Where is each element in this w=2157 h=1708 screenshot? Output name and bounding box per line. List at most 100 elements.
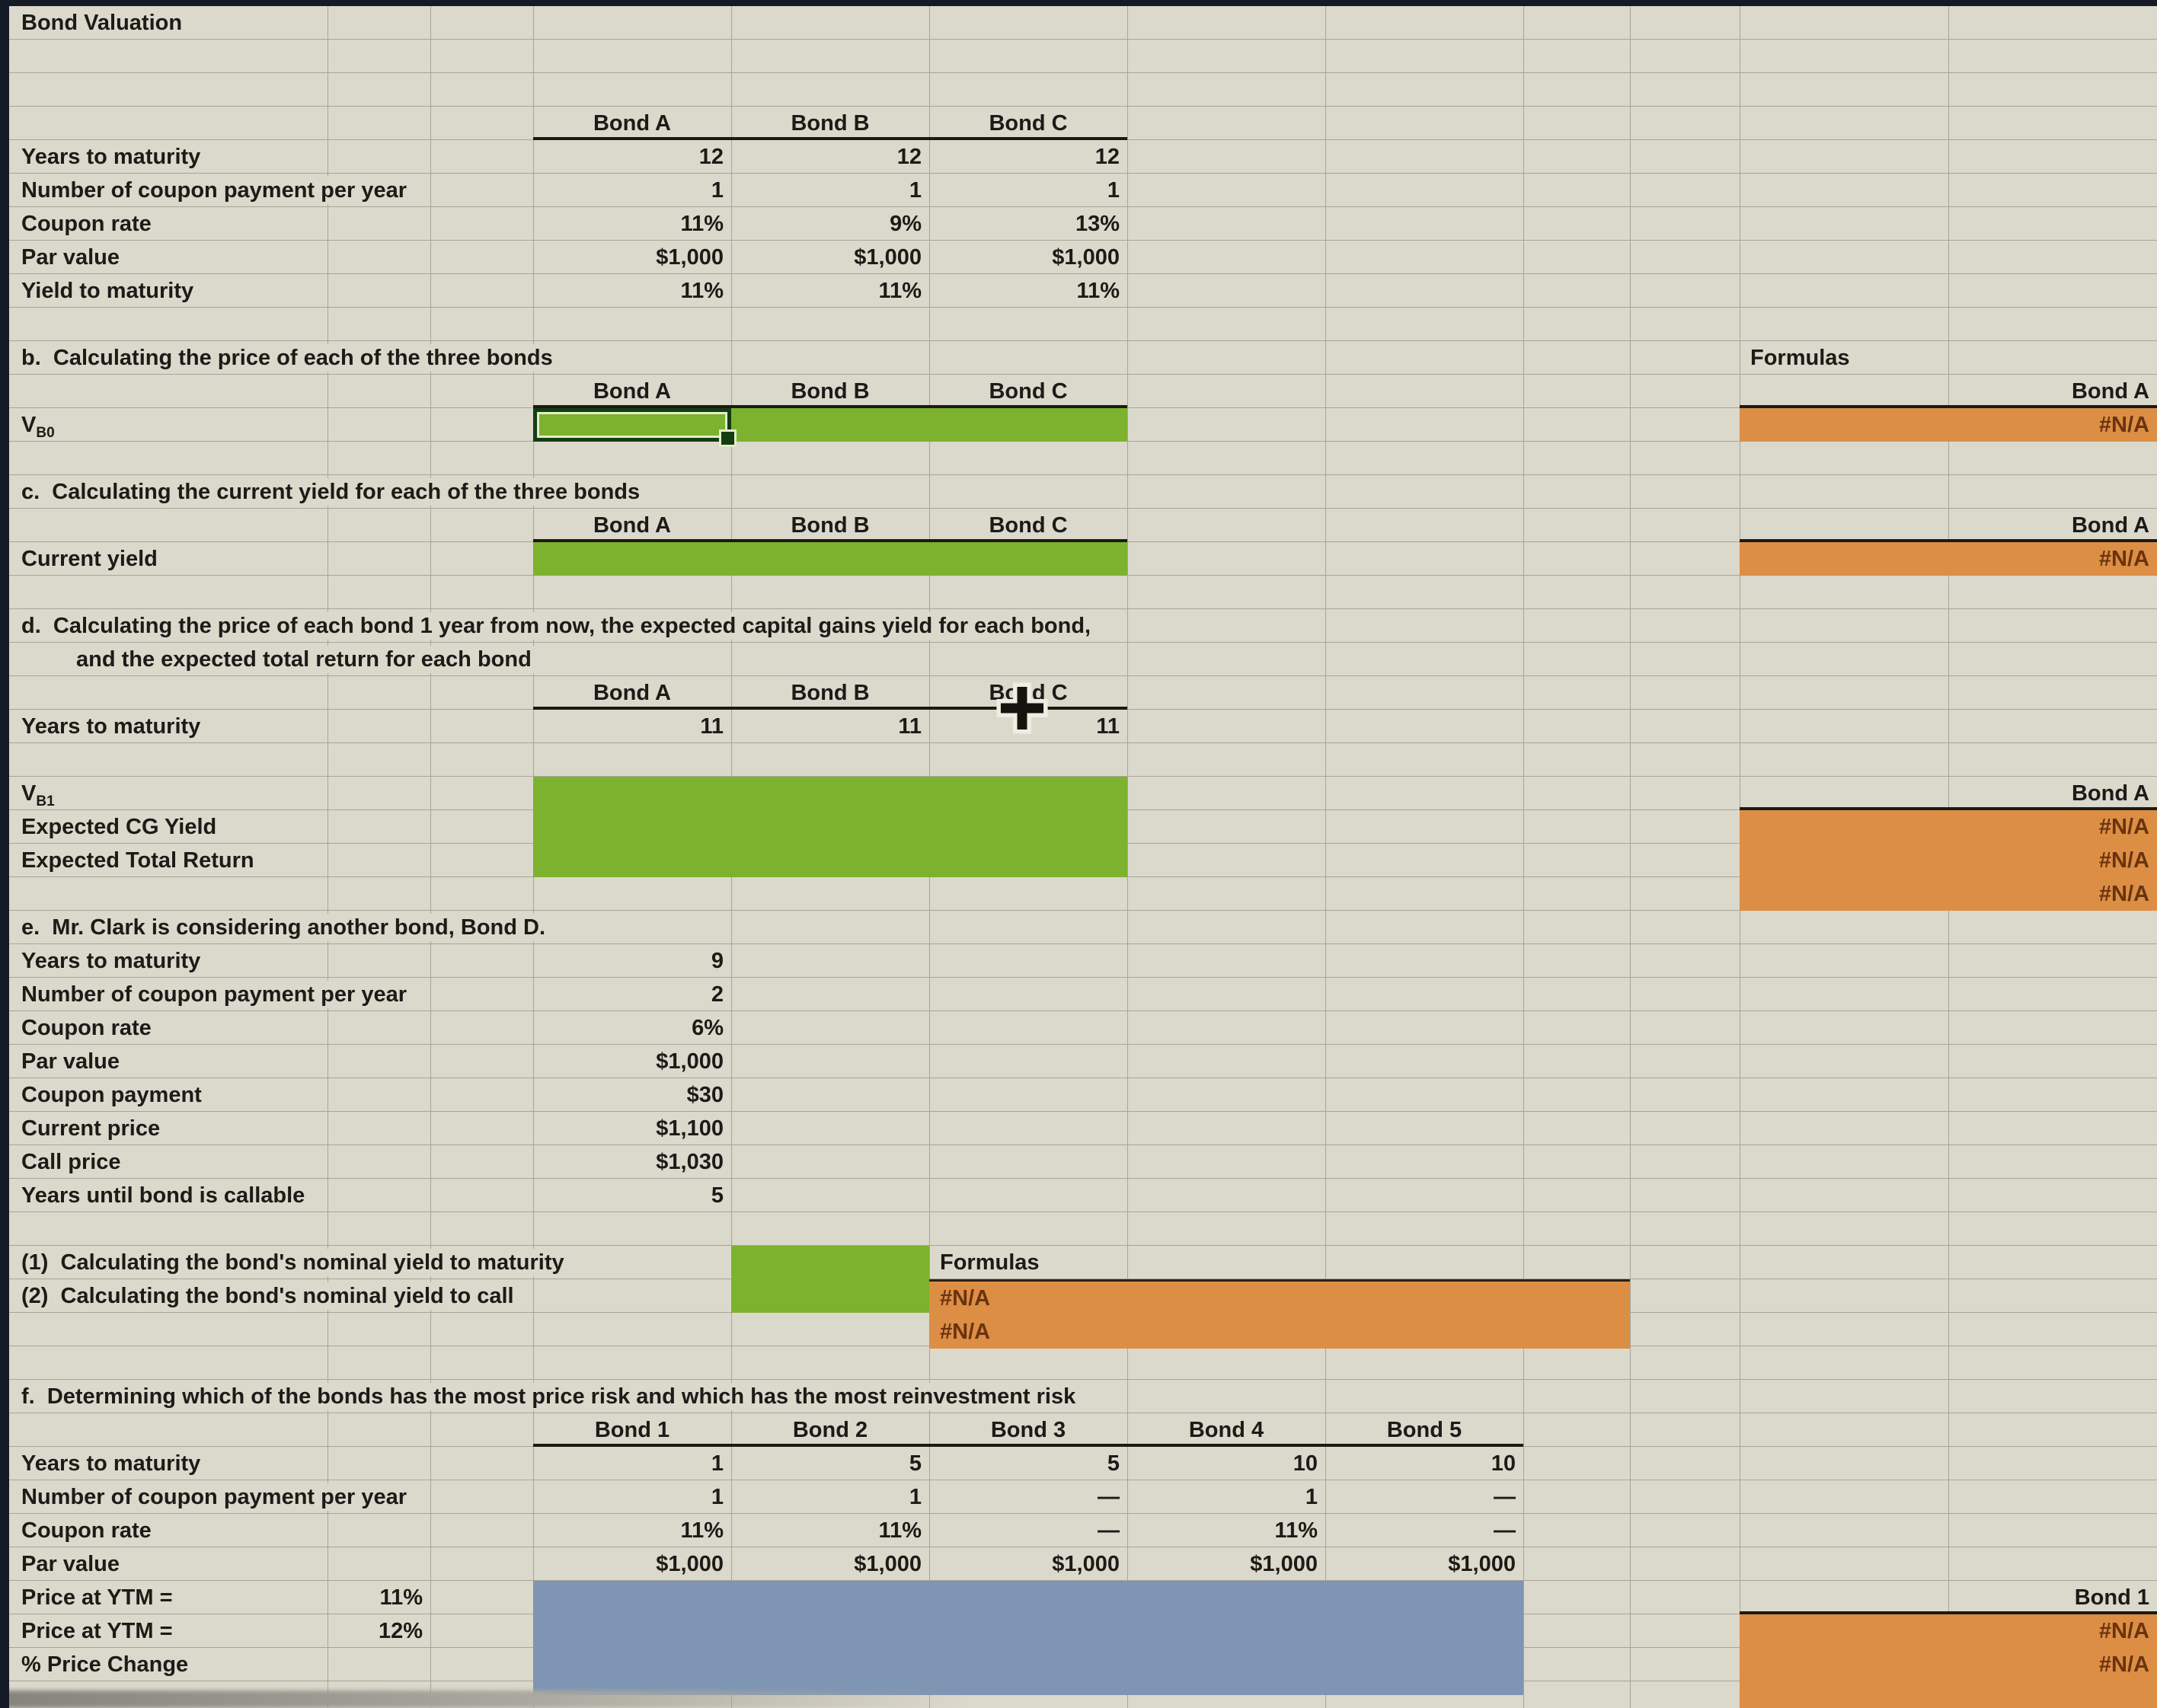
data-cell[interactable]: 1 — [711, 178, 724, 203]
data-cell[interactable]: 11 — [1096, 714, 1120, 739]
data-cell[interactable]: 1 — [909, 178, 922, 203]
data-cell[interactable]: $1,000 — [1448, 1552, 1516, 1576]
section-title-d-line1: d. Calculating the price of each bond 1 … — [9, 609, 1104, 643]
data-cell[interactable]: 11% — [1274, 1518, 1318, 1543]
data-cell[interactable]: $1,100 — [656, 1116, 724, 1141]
row-label: Expected CG Yield — [9, 810, 328, 844]
data-cell[interactable]: 1 — [711, 1451, 724, 1476]
section-title-e2: (2) Calculating the bond's nominal yield… — [9, 1279, 526, 1313]
data-cell[interactable]: 10 — [1293, 1451, 1318, 1476]
data-cell[interactable]: 12 — [1094, 145, 1120, 169]
data-cell[interactable]: 11% — [680, 279, 724, 303]
data-cell[interactable]: 11% — [1076, 279, 1120, 303]
data-cell[interactable]: 2 — [711, 982, 724, 1007]
section-title-c: c. Calculating the current yield for eac… — [9, 475, 653, 509]
header-underline — [533, 539, 1127, 542]
formula-result-cell-orange[interactable]: #N/A #N/A #N/A — [1740, 810, 2157, 911]
data-cell[interactable]: 11 — [898, 714, 922, 739]
data-cell[interactable]: $1,000 — [1250, 1552, 1318, 1576]
row-label: Current yield — [9, 542, 328, 576]
data-cell[interactable]: 1 — [1107, 178, 1120, 203]
formula-result-cell-orange[interactable]: #N/A #N/A — [929, 1279, 1630, 1349]
data-cell[interactable]: 12 — [698, 145, 724, 169]
row-label: Par value — [9, 241, 328, 274]
header-underline — [1740, 539, 2157, 542]
na-value: #N/A — [2098, 815, 2149, 839]
column-header: Bond B — [791, 379, 870, 404]
row-label: Coupon payment — [9, 1078, 328, 1112]
formula-result-cell-orange[interactable]: #N/A #N/A — [1740, 1614, 2157, 1708]
column-header: Bond 3 — [990, 1418, 1066, 1442]
data-cell[interactable]: $1,000 — [1052, 245, 1120, 270]
data-cell[interactable]: 12 — [896, 145, 922, 169]
data-cell[interactable]: $1,000 — [1052, 1552, 1120, 1576]
data-cell[interactable]: 5 — [711, 1183, 724, 1208]
highlight-cell-green[interactable] — [731, 1246, 929, 1313]
data-cell[interactable]: $30 — [686, 1083, 724, 1107]
data-cell[interactable]: 11% — [878, 1518, 922, 1543]
na-value: #N/A — [2098, 882, 2149, 906]
data-cell[interactable]: 11% — [379, 1585, 423, 1610]
header-underline — [533, 707, 1127, 710]
column-header: Bond B — [791, 111, 870, 136]
column-header: Bond A — [2071, 513, 2149, 538]
data-cell[interactable]: 13% — [1075, 212, 1120, 236]
formula-result-cell-orange[interactable]: #N/A — [1740, 542, 2157, 576]
data-cell[interactable]: — — [1098, 1485, 1120, 1509]
gridline-vertical — [1523, 6, 1524, 1708]
section-title-b: b. Calculating the price of each of the … — [9, 341, 565, 375]
formula-result-cell-orange[interactable]: #N/A — [1740, 408, 2157, 442]
data-cell[interactable]: 1 — [711, 1485, 724, 1509]
na-value: #N/A — [940, 1286, 991, 1311]
column-header: Bond 4 — [1188, 1418, 1264, 1442]
column-header: Bond A — [593, 681, 671, 705]
highlight-cell-blue[interactable] — [533, 1581, 1523, 1695]
data-cell[interactable]: $1,000 — [854, 1552, 922, 1576]
column-header: Bond C — [989, 513, 1068, 538]
row-label: Coupon rate — [9, 207, 328, 241]
section-title-d-line2: and the expected total return for each b… — [9, 643, 544, 676]
row-label: Price at YTM = — [9, 1581, 328, 1614]
data-cell[interactable]: 11 — [700, 714, 724, 739]
row-label: Par value — [9, 1547, 328, 1581]
data-cell[interactable]: 12% — [378, 1619, 423, 1643]
section-title-f: f. Determining which of the bonds has th… — [9, 1380, 1088, 1413]
data-cell[interactable]: $1,000 — [656, 245, 724, 270]
header-underline — [1740, 405, 2157, 408]
row-label: Yield to maturity — [9, 274, 328, 308]
header-underline — [1740, 1611, 2157, 1614]
fill-handle[interactable] — [719, 429, 737, 447]
data-cell[interactable]: — — [1098, 1518, 1120, 1543]
data-cell[interactable]: 11% — [680, 1518, 724, 1543]
row-label: Call price — [9, 1145, 328, 1179]
row-label: Number of coupon payment per year — [9, 1480, 419, 1514]
na-value: #N/A — [940, 1320, 991, 1344]
data-cell[interactable]: — — [1494, 1518, 1516, 1543]
row-label: Par value — [9, 1045, 328, 1078]
data-cell[interactable]: — — [1494, 1485, 1516, 1509]
highlight-cell-green[interactable] — [533, 777, 1127, 877]
data-cell[interactable]: 5 — [909, 1451, 922, 1476]
data-cell[interactable]: 9 — [711, 949, 724, 973]
column-header: Bond C — [989, 379, 1068, 404]
gridline-vertical — [430, 6, 431, 1708]
data-cell[interactable]: 11% — [878, 279, 922, 303]
data-cell[interactable]: 1 — [909, 1485, 922, 1509]
data-cell[interactable]: 6% — [692, 1016, 724, 1040]
highlight-cell-green[interactable] — [533, 542, 1127, 576]
column-header: Bond 1 — [2074, 1585, 2149, 1610]
data-cell[interactable]: 10 — [1491, 1451, 1516, 1476]
data-cell[interactable]: 9% — [890, 212, 922, 236]
selected-cell[interactable] — [533, 408, 737, 447]
highlight-cell-green[interactable] — [731, 408, 1127, 442]
data-cell[interactable]: $1,000 — [656, 1049, 724, 1074]
data-cell[interactable]: $1,030 — [656, 1150, 724, 1174]
data-cell[interactable]: 5 — [1107, 1451, 1120, 1476]
gridline-vertical — [1630, 6, 1631, 1708]
na-value: #N/A — [2098, 1652, 2149, 1677]
data-cell[interactable]: 11% — [680, 212, 724, 236]
header-underline — [1740, 807, 2157, 810]
data-cell[interactable]: $1,000 — [854, 245, 922, 270]
data-cell[interactable]: $1,000 — [656, 1552, 724, 1576]
data-cell[interactable]: 1 — [1305, 1485, 1318, 1509]
